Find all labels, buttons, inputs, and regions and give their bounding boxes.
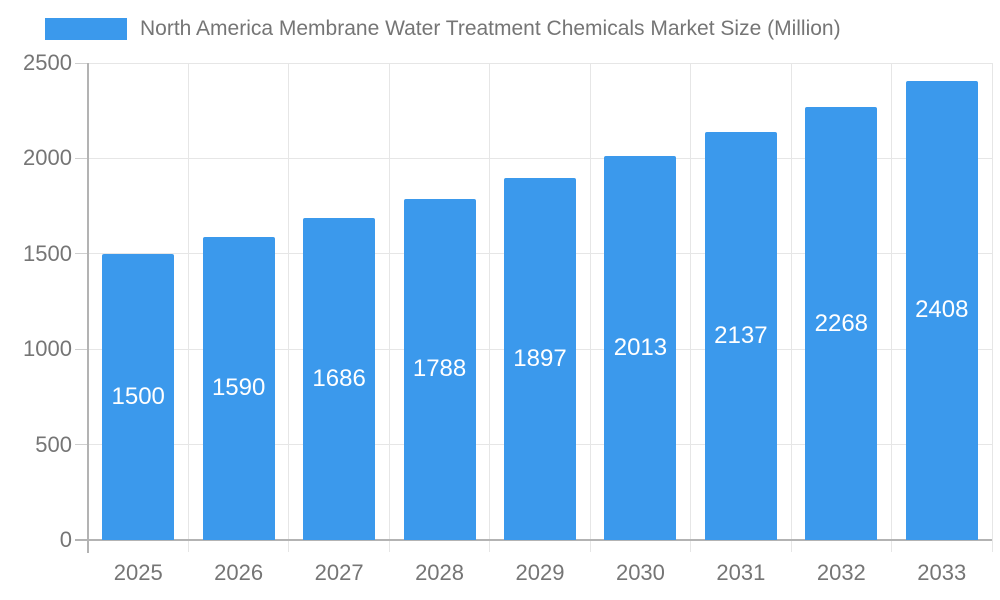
y-tick-label: 0 [59, 527, 72, 552]
bar-2028 [403, 198, 476, 540]
legend: North America Membrane Water Treatment C… [45, 18, 841, 40]
bar-value-label: 2137 [714, 322, 768, 350]
chart-title: North America Membrane Water Treatment C… [140, 17, 841, 40]
bar-value-label: 1590 [211, 374, 266, 402]
bar-2033 [905, 80, 978, 540]
bar-2031 [704, 132, 777, 540]
bar-value-label: 2268 [814, 309, 869, 337]
x-tick-label: 2028 [415, 560, 465, 585]
bar-2030 [604, 155, 677, 540]
x-tick-label: 2026 [214, 560, 264, 585]
bar-2032 [805, 107, 878, 540]
legend-swatch [45, 18, 127, 40]
x-tick-label: 2030 [615, 560, 665, 585]
x-axis-line [75, 539, 992, 541]
gridline-vertical [288, 63, 290, 552]
bar-value-label: 1686 [312, 365, 366, 393]
bar-2026 [202, 236, 275, 540]
gridline-vertical [388, 63, 390, 552]
bar-value-label: 1897 [513, 345, 567, 373]
y-axis-tick [75, 348, 88, 350]
y-axis-tick [75, 253, 88, 255]
y-axis-tick [75, 62, 88, 64]
bar-value-label: 1788 [412, 355, 467, 383]
gridline-vertical [589, 63, 591, 552]
bar-2027 [303, 218, 376, 540]
gridline-vertical [187, 63, 189, 552]
x-tick-label: 2025 [113, 560, 163, 585]
y-tick-label: 2500 [23, 50, 72, 75]
gridline-horizontal [88, 62, 992, 64]
gridline-vertical [489, 63, 491, 552]
bar-value-label: 2013 [613, 333, 668, 361]
bar-value-label: 1500 [111, 382, 165, 410]
x-tick-label: 2032 [816, 560, 866, 585]
bar-value-label: 2408 [915, 296, 969, 324]
bar-2025 [102, 253, 175, 540]
y-axis-line [87, 63, 89, 553]
x-tick-label: 2033 [917, 560, 967, 585]
y-tick-label: 2000 [23, 145, 72, 171]
y-axis-tick [75, 444, 88, 446]
gridline-horizontal [88, 157, 992, 159]
x-tick-label: 2027 [314, 560, 364, 585]
gridline-vertical [991, 63, 993, 552]
gridline-vertical [690, 63, 692, 552]
y-tick-label: 500 [35, 431, 72, 457]
x-tick-label: 2029 [515, 560, 565, 585]
bar-2029 [504, 178, 576, 540]
gridline-vertical [790, 63, 792, 552]
y-axis-tick [75, 157, 88, 159]
y-tick-label: 1500 [23, 240, 72, 266]
y-tick-label: 1000 [23, 336, 72, 362]
x-tick-label: 2031 [716, 560, 766, 585]
gridline-vertical [891, 63, 893, 552]
